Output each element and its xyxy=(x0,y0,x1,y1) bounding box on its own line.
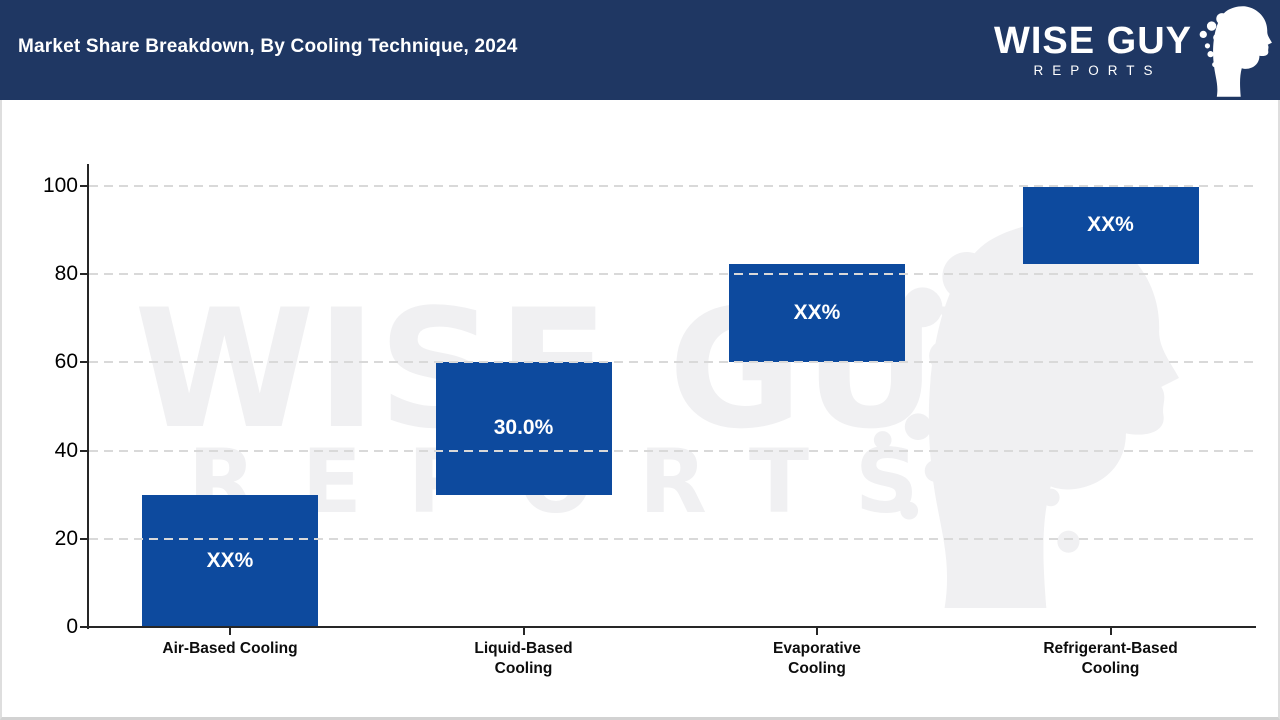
bar-segment xyxy=(729,263,905,363)
x-axis-category-label: Liquid-Based Cooling xyxy=(394,639,654,679)
wise-guy-logo: WISE GUY REPORTS xyxy=(994,0,1274,100)
x-axis-tick xyxy=(229,628,231,635)
logo-subtext: REPORTS xyxy=(1033,63,1162,78)
chart-title: Market Share Breakdown, By Cooling Techn… xyxy=(18,36,518,57)
logo-wordmark: WISE GUY xyxy=(993,20,1192,62)
x-axis-tick xyxy=(1109,628,1112,635)
x-axis-category-label: Refrigerant-Based Cooling xyxy=(981,639,1241,679)
y-axis-tick xyxy=(80,273,88,275)
gridline-20 xyxy=(89,537,1256,540)
gridline-100 xyxy=(89,184,1256,187)
header: Market Share Breakdown, By Cooling Techn… xyxy=(0,0,1280,100)
bar-value-label: XX% xyxy=(206,548,254,572)
logo-text: WISE GUY REPORTS xyxy=(994,22,1192,78)
x-axis-tick xyxy=(816,628,818,635)
x-axis-line xyxy=(87,626,1256,628)
y-axis-tick xyxy=(80,537,88,540)
y-axis-tick-label: 40 xyxy=(54,438,78,462)
y-axis-tick-label: 60 xyxy=(54,350,78,374)
x-axis-category-label: Air-Based Cooling xyxy=(100,639,360,659)
x-axis-tick xyxy=(522,628,525,635)
x-axis-category-line: Air-Based Cooling xyxy=(162,640,298,657)
x-axis-category-line: Cooling xyxy=(1081,660,1140,677)
y-axis-tick xyxy=(80,626,88,628)
y-axis-tick-label: 20 xyxy=(54,526,78,550)
gridline-60 xyxy=(89,361,1256,364)
bar-segment xyxy=(435,362,612,495)
y-axis-tick-label: 100 xyxy=(42,173,78,197)
x-axis-category-label: Evaporative Cooling xyxy=(687,639,947,679)
bar-segment xyxy=(142,494,318,627)
x-axis-category-line: Cooling xyxy=(494,660,553,677)
y-axis-tick xyxy=(80,449,88,452)
x-axis-category-line: Evaporative xyxy=(773,640,861,657)
x-axis-category-line: Cooling xyxy=(788,660,846,677)
gridline-80 xyxy=(89,273,1256,275)
y-axis-tick-label: 80 xyxy=(54,262,78,285)
bar-value-label: XX% xyxy=(793,301,841,325)
bar-value-label: 30.0% xyxy=(493,416,554,440)
bar-segment xyxy=(1022,187,1199,264)
y-axis-line xyxy=(87,164,89,629)
x-axis-category-line: Refrigerant-Based xyxy=(1043,640,1178,657)
logo-face-icon xyxy=(1199,6,1272,97)
x-axis-category-line: Liquid-Based xyxy=(474,640,573,657)
gridline-40 xyxy=(89,449,1256,452)
y-axis-tick xyxy=(80,184,88,187)
y-axis-tick-label: 0 xyxy=(66,615,78,638)
bar-value-label: XX% xyxy=(1087,213,1134,237)
y-axis-tick xyxy=(80,361,88,364)
